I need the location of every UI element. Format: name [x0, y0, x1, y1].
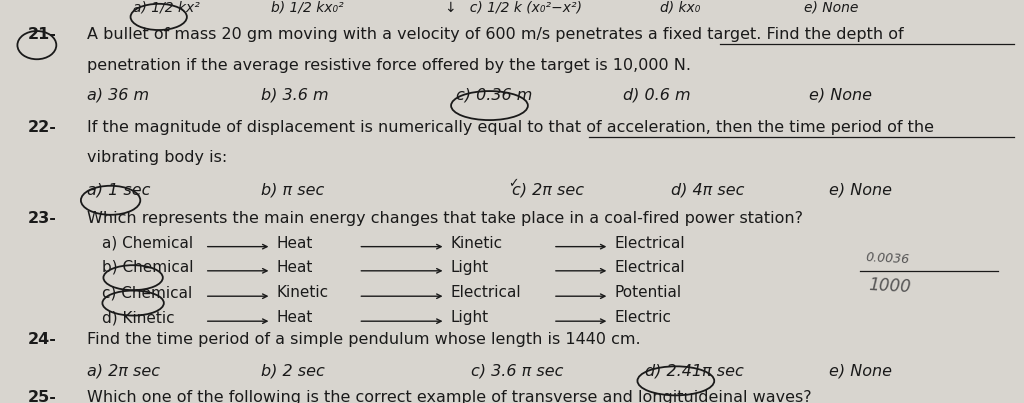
Text: Electrical: Electrical [614, 236, 685, 251]
Text: ✓: ✓ [508, 177, 518, 190]
Text: b) π sec: b) π sec [261, 183, 325, 197]
Text: 22-: 22- [28, 120, 56, 135]
Text: c) 0.36 m: c) 0.36 m [456, 88, 532, 103]
Text: Kinetic: Kinetic [451, 236, 503, 251]
Text: b) 2 sec: b) 2 sec [261, 363, 325, 378]
Text: c) 2π sec: c) 2π sec [512, 183, 584, 197]
Text: 0.0036: 0.0036 [865, 251, 910, 266]
Text: Which represents the main energy changes that take place in a coal-fired power s: Which represents the main energy changes… [87, 211, 803, 226]
Text: a) Chemical: a) Chemical [102, 236, 194, 251]
Text: Heat: Heat [276, 310, 313, 325]
Text: Find the time period of a simple pendulum whose length is 1440 cm.: Find the time period of a simple pendulu… [87, 332, 641, 347]
Text: 24-: 24- [28, 332, 56, 347]
Text: d) 4π sec: d) 4π sec [671, 183, 744, 197]
Text: Heat: Heat [276, 260, 313, 275]
Text: d) kx₀: d) kx₀ [660, 0, 700, 14]
Text: b) Chemical: b) Chemical [102, 260, 194, 275]
Text: c) Chemical: c) Chemical [102, 285, 193, 300]
Text: b) 3.6 m: b) 3.6 m [261, 88, 329, 103]
Text: Which one of the following is the correct example of transverse and longituidein: Which one of the following is the correc… [87, 390, 812, 403]
Text: penetration if the average resistive force offered by the target is 10,000 N.: penetration if the average resistive for… [87, 58, 691, 73]
Text: 1000: 1000 [868, 276, 911, 296]
Text: Electrical: Electrical [451, 285, 521, 300]
Text: c) 3.6 π sec: c) 3.6 π sec [471, 363, 563, 378]
Text: vibrating body is:: vibrating body is: [87, 150, 227, 165]
Text: 23-: 23- [28, 211, 56, 226]
Text: Light: Light [451, 260, 488, 275]
Text: 21-: 21- [28, 27, 56, 42]
Text: Light: Light [451, 310, 488, 325]
Text: Kinetic: Kinetic [276, 285, 329, 300]
Text: a) 36 m: a) 36 m [87, 88, 150, 103]
Text: e) None: e) None [809, 88, 872, 103]
Text: d) 0.6 m: d) 0.6 m [623, 88, 690, 103]
Text: 25-: 25- [28, 390, 56, 403]
Text: a) 1/2 kx²: a) 1/2 kx² [133, 0, 200, 14]
Text: b) 1/2 kx₀²: b) 1/2 kx₀² [271, 0, 344, 14]
Text: e) None: e) None [804, 0, 858, 14]
Text: d) 2.41π sec: d) 2.41π sec [645, 363, 743, 378]
Text: a) 2π sec: a) 2π sec [87, 363, 160, 378]
Text: If the magnitude of displacement is numerically equal to that of acceleration, t: If the magnitude of displacement is nume… [87, 120, 934, 135]
Text: e) None: e) None [829, 363, 893, 378]
Text: Electric: Electric [614, 310, 672, 325]
Text: e) None: e) None [829, 183, 893, 197]
Text: d) Kinetic: d) Kinetic [102, 310, 175, 325]
Text: A bullet of mass 20 gm moving with a velocity of 600 m/s penetrates a fixed targ: A bullet of mass 20 gm moving with a vel… [87, 27, 903, 42]
Text: a) 1 sec: a) 1 sec [87, 183, 151, 197]
Text: Electrical: Electrical [614, 260, 685, 275]
Text: Heat: Heat [276, 236, 313, 251]
Text: Potential: Potential [614, 285, 682, 300]
Text: ↓   c) 1/2 k (x₀²−x²): ↓ c) 1/2 k (x₀²−x²) [445, 0, 583, 14]
